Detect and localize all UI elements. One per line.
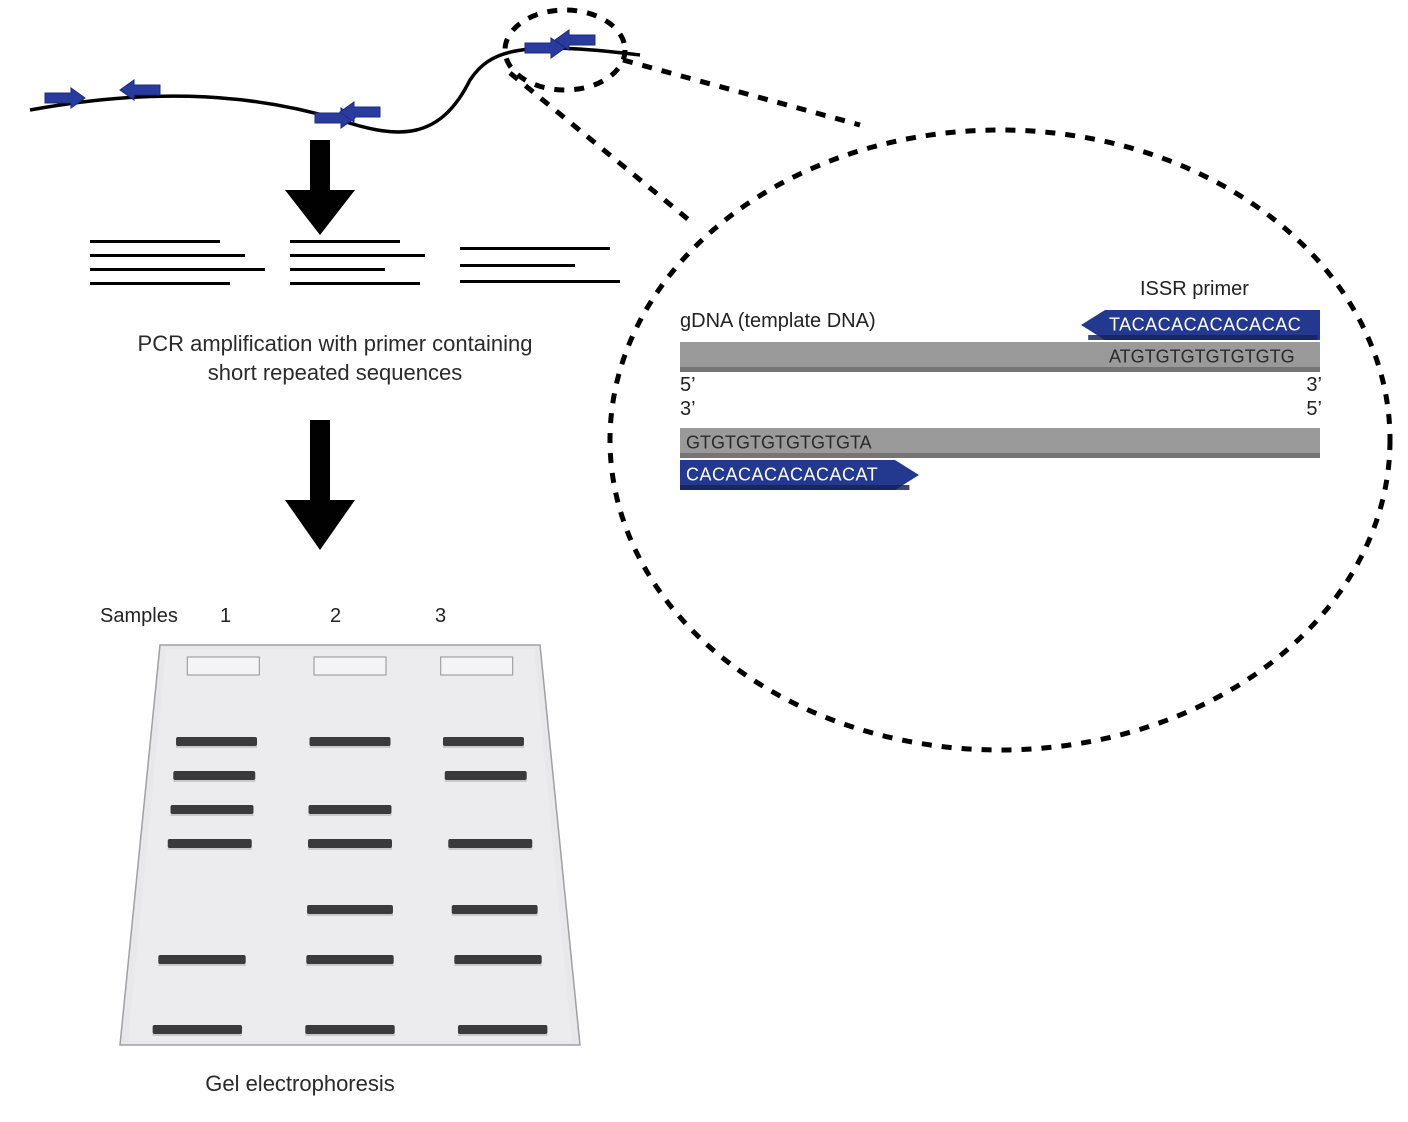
dna-fragment xyxy=(90,282,230,285)
lane-2-label: 2 xyxy=(330,605,341,628)
bottom-5prime: 5’ xyxy=(1306,398,1322,421)
gel-label: Gel electrophoresis xyxy=(160,1070,440,1099)
dna-fragment xyxy=(290,268,385,271)
top-5prime: 5’ xyxy=(680,374,696,397)
diagram-canvas: PCR amplification with primer containing… xyxy=(20,20,1388,1082)
dna-fragment xyxy=(90,268,265,271)
svg-text:TACACACACACACAC: TACACACACACACAC xyxy=(1109,314,1301,334)
top-issr-primer: TACACACACACACAC xyxy=(1081,308,1322,342)
bottom-template-strand: GTGTGTGTGTGTGTA xyxy=(680,426,1320,460)
svg-text:GTGTGTGTGTGTGTA: GTGTGTGTGTGTGTA xyxy=(686,432,872,452)
lane-3-label: 3 xyxy=(435,605,446,628)
bottom-issr-primer: CACACACACACACAT xyxy=(680,458,921,492)
dna-fragment xyxy=(90,254,245,257)
svg-text:CACACACACACACAT: CACACACACACACAT xyxy=(686,464,878,484)
flow-arrow-2 xyxy=(285,420,355,550)
pcr-label-line1: PCR amplification with primer containing xyxy=(138,331,533,356)
flow-arrow-1 xyxy=(285,140,355,235)
dna-fragment xyxy=(290,254,425,257)
svg-text:ATGTGTGTGTGTGTG: ATGTGTGTGTGTGTG xyxy=(1109,346,1295,366)
dna-fragment xyxy=(290,240,400,243)
gel-electrophoresis xyxy=(90,635,610,1065)
dna-fragment xyxy=(290,282,420,285)
lane-1-label: 1 xyxy=(220,605,231,628)
pcr-amplification-label: PCR amplification with primer containing… xyxy=(75,330,595,387)
dna-fragment xyxy=(90,240,220,243)
dna-fragment xyxy=(460,247,610,250)
top-3prime: 3’ xyxy=(1306,374,1322,397)
issr-primer-label: ISSR primer xyxy=(1140,278,1249,301)
dna-fragment xyxy=(460,264,575,267)
top-template-strand: ATGTGTGTGTGTGTG xyxy=(680,340,1320,374)
gdna-label: gDNA (template DNA) xyxy=(680,310,876,333)
samples-label: Samples xyxy=(100,605,178,628)
bottom-3prime: 3’ xyxy=(680,398,696,421)
sequence-detail: gDNA (template DNA) ISSR primer ATGTGTGT… xyxy=(680,340,1320,500)
pcr-label-line2: short repeated sequences xyxy=(208,360,462,385)
